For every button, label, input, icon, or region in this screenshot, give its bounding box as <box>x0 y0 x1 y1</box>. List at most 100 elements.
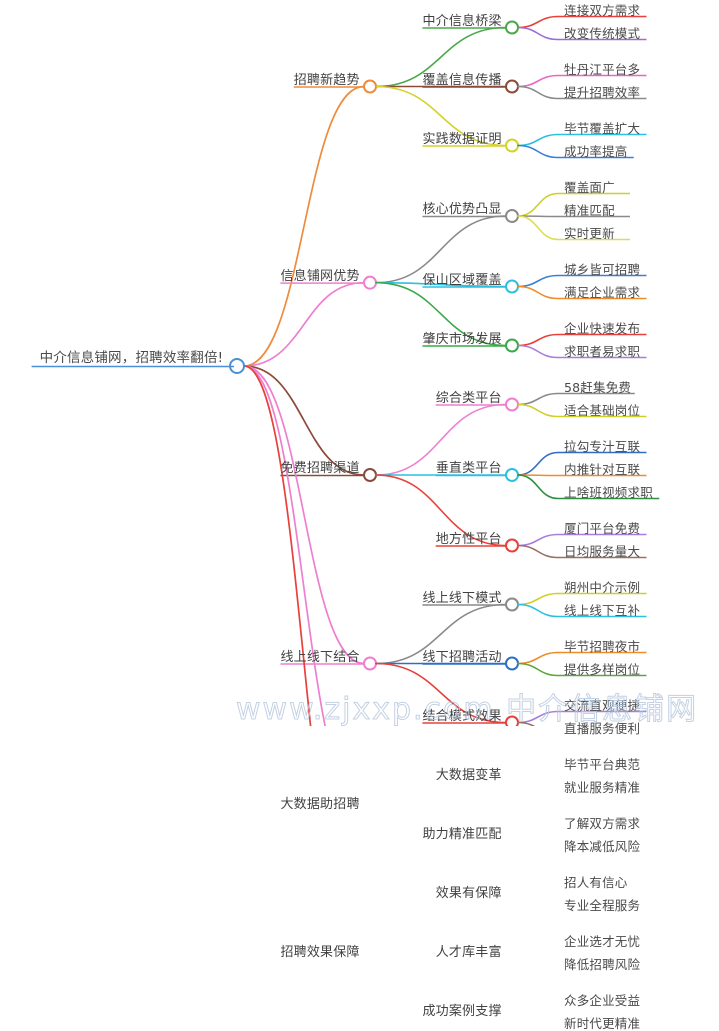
connector <box>243 365 312 726</box>
node-handle[interactable] <box>505 538 519 553</box>
node-handle[interactable] <box>505 468 519 482</box>
leaf-label-内推针对互联[interactable]: 内推针对互联 <box>564 462 641 477</box>
leaf-label-提升招聘效率[interactable]: 提升招聘效率 <box>564 85 641 100</box>
connector <box>517 215 559 241</box>
connector <box>375 474 507 547</box>
connector <box>517 710 559 724</box>
connector <box>517 192 559 217</box>
subnode-label-保山区域覆盖[interactable]: 保山区域覆盖 <box>422 272 502 288</box>
node-handle[interactable] <box>505 20 519 35</box>
leaf-label-新时代更精准[interactable]: 新时代更精准 <box>564 1016 641 1031</box>
leaf-label-58赶集免费[interactable]: 58赶集免费 <box>564 380 632 395</box>
leaf-label-牡丹江平台多[interactable]: 牡丹江平台多 <box>564 62 641 77</box>
connector <box>517 133 559 147</box>
node-handle[interactable] <box>505 656 519 671</box>
subnode-label-线下招聘活动[interactable]: 线下招聘活动 <box>422 649 502 665</box>
subnode-label-助力精准匹配[interactable]: 助力精准匹配 <box>422 826 502 842</box>
subnode-label-肇庆市场发展[interactable]: 肇庆市场发展 <box>422 331 502 347</box>
branch-label-大数据助招聘[interactable]: 大数据助招聘 <box>280 797 360 812</box>
node-handle[interactable] <box>505 715 519 727</box>
leaf-label-企业快速发布[interactable]: 企业快速发布 <box>564 321 641 336</box>
branch-label-信息铺网优势[interactable]: 信息铺网优势 <box>280 268 360 284</box>
leaf-label-提供多样岗位[interactable]: 提供多样岗位 <box>564 662 641 677</box>
subnode-label-中介信息桥梁[interactable]: 中介信息桥梁 <box>422 13 502 29</box>
leaf-label-线上线下互补[interactable]: 线上线下互补 <box>564 603 641 618</box>
connector <box>375 26 507 88</box>
connector <box>517 85 559 100</box>
node-handle[interactable] <box>505 338 519 353</box>
leaf-label-连接双方需求[interactable]: 连接双方需求 <box>564 3 641 18</box>
leaf-label-日均服务量大[interactable]: 日均服务量大 <box>564 544 641 559</box>
connector <box>517 285 559 300</box>
leaf-label-朔州中介示例[interactable]: 朔州中介示例 <box>564 580 641 595</box>
connector <box>517 26 559 41</box>
root-label[interactable]: 中介信息铺网，招聘效率翻倍! <box>39 350 224 366</box>
subnode-label-核心优势凸显[interactable]: 核心优势凸显 <box>422 202 502 217</box>
leaf-label-直播服务便利[interactable]: 直播服务便利 <box>564 721 641 736</box>
branch-label-招聘新趋势[interactable]: 招聘新趋势 <box>293 72 360 88</box>
connector <box>375 85 507 147</box>
node-handle[interactable] <box>505 138 519 153</box>
connector <box>375 403 507 476</box>
subnode-label-综合类平台[interactable]: 综合类平台 <box>435 390 502 406</box>
subnode-label-大数据变革[interactable]: 大数据变革 <box>435 767 502 783</box>
connector <box>243 85 365 367</box>
subnode-label-线上线下模式[interactable]: 线上线下模式 <box>422 590 502 606</box>
connector <box>517 15 559 29</box>
connector <box>517 651 559 665</box>
connector <box>243 281 365 367</box>
subnode-label-覆盖信息传播[interactable]: 覆盖信息传播 <box>422 72 502 88</box>
leaf-label-厦门平台免费[interactable]: 厦门平台免费 <box>564 521 641 536</box>
leaf-label-改变传统模式[interactable]: 改变传统模式 <box>564 26 641 41</box>
node-handle[interactable] <box>363 468 377 482</box>
subnode-label-成功案例支撑[interactable]: 成功案例支撑 <box>422 1003 502 1019</box>
leaf-label-毕节招聘夜市[interactable]: 毕节招聘夜市 <box>564 639 641 654</box>
subnode-label-地方性平台[interactable]: 地方性平台 <box>435 531 502 547</box>
leaf-label-众多企业受益[interactable]: 众多企业受益 <box>564 993 641 1008</box>
leaf-label-企业选才无忧[interactable]: 企业选才无忧 <box>564 934 641 949</box>
subnode-label-效果有保障[interactable]: 效果有保障 <box>435 885 502 901</box>
leaf-label-降本减低风险[interactable]: 降本减低风险 <box>564 839 641 854</box>
leaf-label-降低招聘风险[interactable]: 降低招聘风险 <box>564 957 641 972</box>
leaf-label-拉勾专汁互联[interactable]: 拉勾专汁互联 <box>564 439 641 454</box>
leaf-label-毕节覆盖扩大[interactable]: 毕节覆盖扩大 <box>564 121 641 136</box>
node-handle[interactable] <box>505 79 519 94</box>
leaf-label-城乡皆可招聘[interactable]: 城乡皆可招聘 <box>564 262 641 277</box>
node-handle[interactable] <box>363 656 377 671</box>
connector <box>375 215 507 284</box>
leaf-label-就业服务精准[interactable]: 就业服务精准 <box>564 780 641 795</box>
branch-label-招聘效果保障[interactable]: 招聘效果保障 <box>280 944 360 960</box>
subnode-label-人才库丰富[interactable]: 人才库丰富 <box>435 944 502 960</box>
leaf-label-成功率提高[interactable]: 成功率提高 <box>564 144 628 159</box>
branch-label-线上线下结合[interactable]: 线上线下结合 <box>280 649 360 665</box>
connector <box>517 662 559 677</box>
connector <box>517 592 559 606</box>
leaf-label-毕节平台典范[interactable]: 毕节平台典范 <box>564 757 641 772</box>
leaf-label-上啥班视频求职[interactable]: 上啥班视频求职 <box>564 485 653 500</box>
leaf-label-覆盖面广[interactable]: 覆盖面广 <box>564 180 615 195</box>
leaf-label-满足企业需求[interactable]: 满足企业需求 <box>564 285 641 300</box>
leaf-label-招人有信心[interactable]: 招人有信心 <box>564 875 628 890</box>
node-handle[interactable] <box>505 597 519 612</box>
connector <box>517 392 559 406</box>
node-handle[interactable] <box>505 209 519 223</box>
leaf-label-实时更新[interactable]: 实时更新 <box>564 226 615 241</box>
leaf-label-求职者易求职[interactable]: 求职者易求职 <box>564 344 641 359</box>
connector <box>517 474 559 500</box>
node-handle[interactable] <box>363 79 377 94</box>
leaf-label-专业全程服务[interactable]: 专业全程服务 <box>564 898 641 913</box>
subnode-label-结合模式效果[interactable]: 结合模式效果 <box>422 708 502 724</box>
connector <box>517 451 559 476</box>
leaf-label-精准匹配[interactable]: 精准匹配 <box>564 203 615 218</box>
subnode-label-垂直类平台[interactable]: 垂直类平台 <box>435 461 502 476</box>
subnode-label-实践数据证明[interactable]: 实践数据证明 <box>422 131 502 147</box>
node-handle[interactable] <box>505 397 519 412</box>
branch-label-免费招聘渠道[interactable]: 免费招聘渠道 <box>280 461 360 476</box>
connector <box>517 333 559 347</box>
leaf-label-适合基础岗位[interactable]: 适合基础岗位 <box>564 403 641 418</box>
node-handle[interactable] <box>363 275 377 290</box>
connector <box>517 544 559 559</box>
node-handle[interactable] <box>505 279 519 294</box>
leaf-label-交流直观便捷[interactable]: 交流直观便捷 <box>564 698 641 713</box>
leaf-label-了解双方需求[interactable]: 了解双方需求 <box>564 816 641 831</box>
